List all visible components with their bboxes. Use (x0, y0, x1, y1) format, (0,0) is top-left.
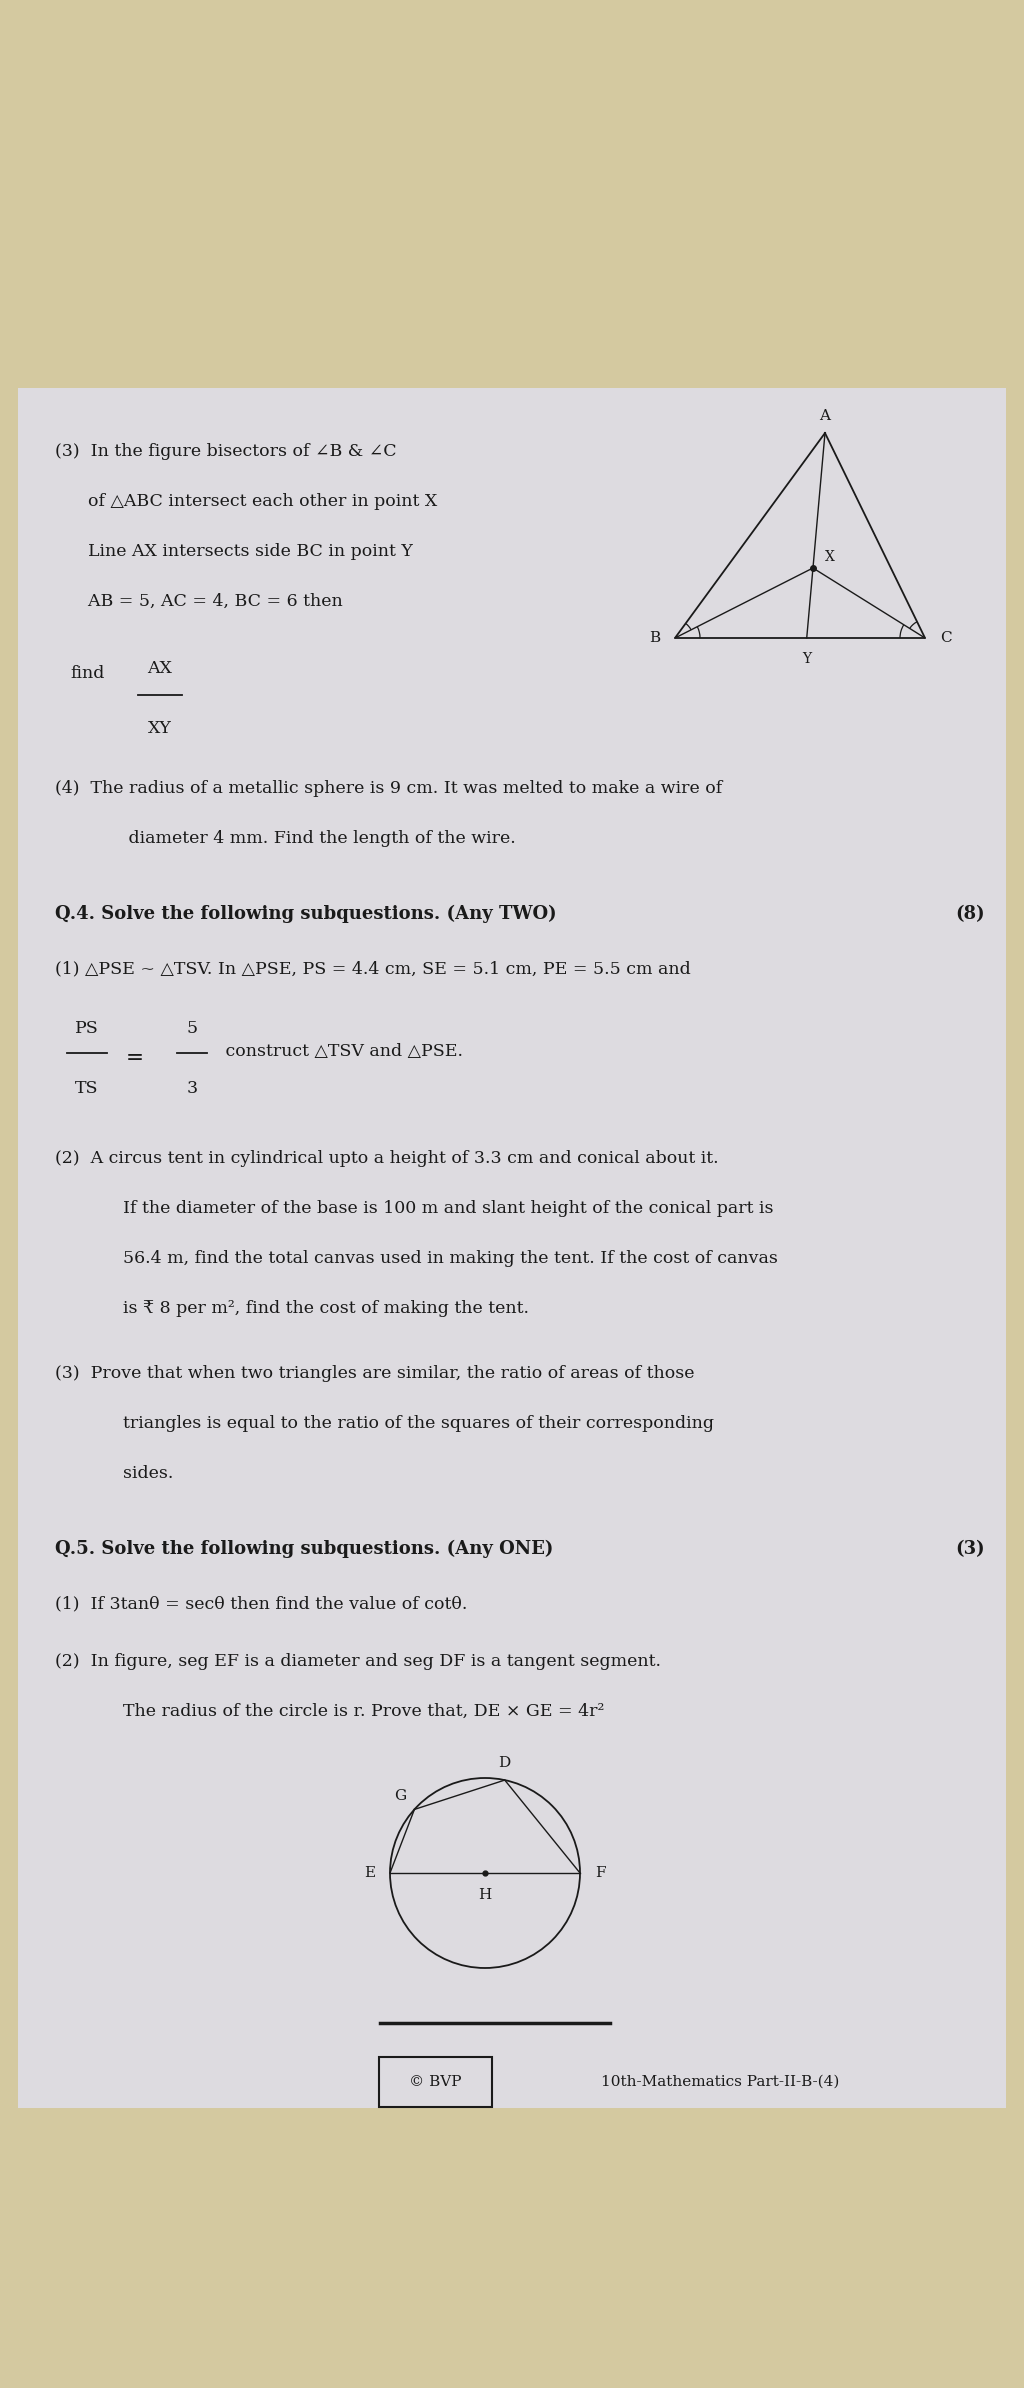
Text: of △ABC intersect each other in point X: of △ABC intersect each other in point X (55, 492, 437, 511)
Text: TS: TS (75, 1079, 98, 1096)
Text: (3): (3) (955, 1540, 985, 1557)
Text: triangles is equal to the ratio of the squares of their corresponding: triangles is equal to the ratio of the s… (90, 1416, 714, 1433)
Text: Line AX intersects side BC in point Y: Line AX intersects side BC in point Y (55, 542, 413, 561)
Text: 3: 3 (186, 1079, 198, 1096)
Text: 56.4 m, find the total canvas used in making the tent. If the cost of canvas: 56.4 m, find the total canvas used in ma… (90, 1249, 778, 1268)
Text: (3)  In the figure bisectors of ∠B & ∠C: (3) In the figure bisectors of ∠B & ∠C (55, 444, 396, 461)
FancyBboxPatch shape (379, 2056, 492, 2106)
Text: B: B (649, 630, 660, 645)
Text: F: F (595, 1865, 605, 1879)
Text: PS: PS (75, 1020, 99, 1036)
Text: 10th-Mathematics Part-II-B-(4): 10th-Mathematics Part-II-B-(4) (601, 2075, 840, 2090)
Text: © BVP: © BVP (409, 2075, 461, 2090)
Text: The radius of the circle is r. Prove that, DE × GE = 4r²: The radius of the circle is r. Prove tha… (90, 1703, 604, 1719)
Text: Q.4. Solve the following subquestions. (Any TWO): Q.4. Solve the following subquestions. (… (55, 905, 557, 924)
Text: is ₹ 8 per m², find the cost of making the tent.: is ₹ 8 per m², find the cost of making t… (90, 1299, 529, 1318)
Text: (2)  In figure, seg EF is a diameter and seg DF is a tangent segment.: (2) In figure, seg EF is a diameter and … (55, 1652, 662, 1669)
Text: Q.5. Solve the following subquestions. (Any ONE): Q.5. Solve the following subquestions. (… (55, 1540, 553, 1559)
Text: construct △TSV and △PSE.: construct △TSV and △PSE. (220, 1044, 463, 1060)
Text: AX: AX (147, 659, 172, 678)
Text: =: = (126, 1046, 144, 1070)
Text: E: E (364, 1865, 375, 1879)
Text: (3)  Prove that when two triangles are similar, the ratio of areas of those: (3) Prove that when two triangles are si… (55, 1366, 694, 1383)
Text: (4)  The radius of a metallic sphere is 9 cm. It was melted to make a wire of: (4) The radius of a metallic sphere is 9… (55, 781, 722, 798)
Text: (1) △PSE ~ △TSV. In △PSE, PS = 4.4 cm, SE = 5.1 cm, PE = 5.5 cm and: (1) △PSE ~ △TSV. In △PSE, PS = 4.4 cm, S… (55, 960, 691, 977)
Text: diameter 4 mm. Find the length of the wire.: diameter 4 mm. Find the length of the wi… (90, 831, 516, 848)
Text: (8): (8) (955, 905, 985, 924)
Text: A: A (819, 408, 830, 423)
Text: (2)  A circus tent in cylindrical upto a height of 3.3 cm and conical about it.: (2) A circus tent in cylindrical upto a … (55, 1151, 719, 1168)
Text: H: H (478, 1889, 492, 1901)
Text: C: C (940, 630, 951, 645)
Text: X: X (825, 549, 835, 564)
Text: (1)  If 3tanθ = secθ then find the value of cotθ.: (1) If 3tanθ = secθ then find the value … (55, 1595, 467, 1612)
FancyBboxPatch shape (18, 387, 1006, 2109)
Text: Y: Y (802, 652, 811, 666)
Text: sides.: sides. (90, 1464, 173, 1483)
Text: find: find (70, 664, 104, 683)
Text: D: D (499, 1755, 511, 1770)
Text: G: G (394, 1789, 407, 1803)
Text: 5: 5 (186, 1020, 198, 1036)
Text: If the diameter of the base is 100 m and slant height of the conical part is: If the diameter of the base is 100 m and… (90, 1201, 773, 1218)
Text: XY: XY (148, 721, 172, 738)
Text: AB = 5, AC = 4, BC = 6 then: AB = 5, AC = 4, BC = 6 then (55, 592, 343, 609)
